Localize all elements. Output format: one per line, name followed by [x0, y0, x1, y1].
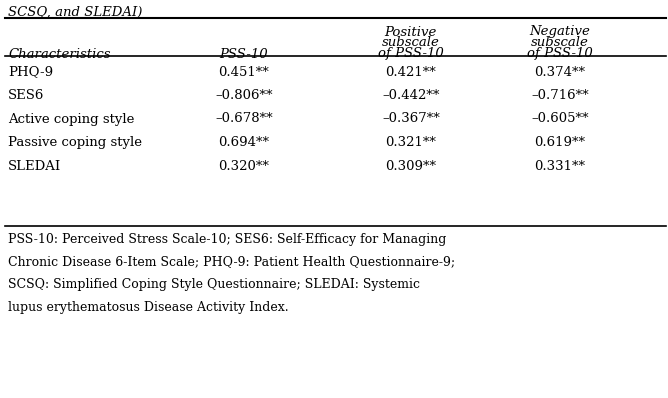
Text: Passive coping style: Passive coping style	[8, 136, 142, 149]
Text: PSS-10: Perceived Stress Scale-10; SES6: Self-Efficacy for Managing: PSS-10: Perceived Stress Scale-10; SES6:…	[8, 233, 446, 246]
Text: subscale: subscale	[531, 37, 589, 49]
Text: SCSQ, and SLEDAI): SCSQ, and SLEDAI)	[8, 6, 142, 19]
Text: SLEDAI: SLEDAI	[8, 160, 61, 172]
Text: Chronic Disease 6-Item Scale; PHQ-9: Patient Health Questionnaire-9;: Chronic Disease 6-Item Scale; PHQ-9: Pat…	[8, 256, 455, 269]
Text: 0.374**: 0.374**	[534, 66, 585, 78]
Text: SES6: SES6	[8, 89, 44, 102]
Text: 0.694**: 0.694**	[218, 136, 269, 149]
Text: –0.442**: –0.442**	[382, 89, 440, 102]
Text: Positive: Positive	[385, 25, 437, 39]
Text: –0.806**: –0.806**	[215, 89, 273, 102]
Text: of PSS-10: of PSS-10	[527, 47, 593, 60]
Text: 0.309**: 0.309**	[385, 160, 436, 172]
Text: Negative: Negative	[529, 25, 591, 39]
Text: –0.716**: –0.716**	[531, 89, 589, 102]
Text: PHQ-9: PHQ-9	[8, 66, 53, 78]
Text: Active coping style: Active coping style	[8, 113, 134, 125]
Text: –0.678**: –0.678**	[215, 113, 273, 125]
Text: –0.367**: –0.367**	[382, 113, 440, 125]
Text: 0.451**: 0.451**	[218, 66, 269, 78]
Text: of PSS-10: of PSS-10	[378, 47, 444, 60]
Text: lupus erythematosus Disease Activity Index.: lupus erythematosus Disease Activity Ind…	[8, 300, 289, 314]
Text: –0.605**: –0.605**	[531, 113, 589, 125]
Text: SCSQ: Simplified Coping Style Questionnaire; SLEDAI: Systemic: SCSQ: Simplified Coping Style Questionna…	[8, 278, 420, 291]
Text: subscale: subscale	[382, 37, 440, 49]
Text: 0.321**: 0.321**	[385, 136, 436, 149]
Text: 0.619**: 0.619**	[534, 136, 585, 149]
Text: 0.320**: 0.320**	[218, 160, 269, 172]
Text: 0.331**: 0.331**	[534, 160, 585, 172]
Text: 0.421**: 0.421**	[385, 66, 436, 78]
Text: Characteristics: Characteristics	[8, 47, 110, 60]
Text: PSS-10: PSS-10	[220, 47, 268, 60]
